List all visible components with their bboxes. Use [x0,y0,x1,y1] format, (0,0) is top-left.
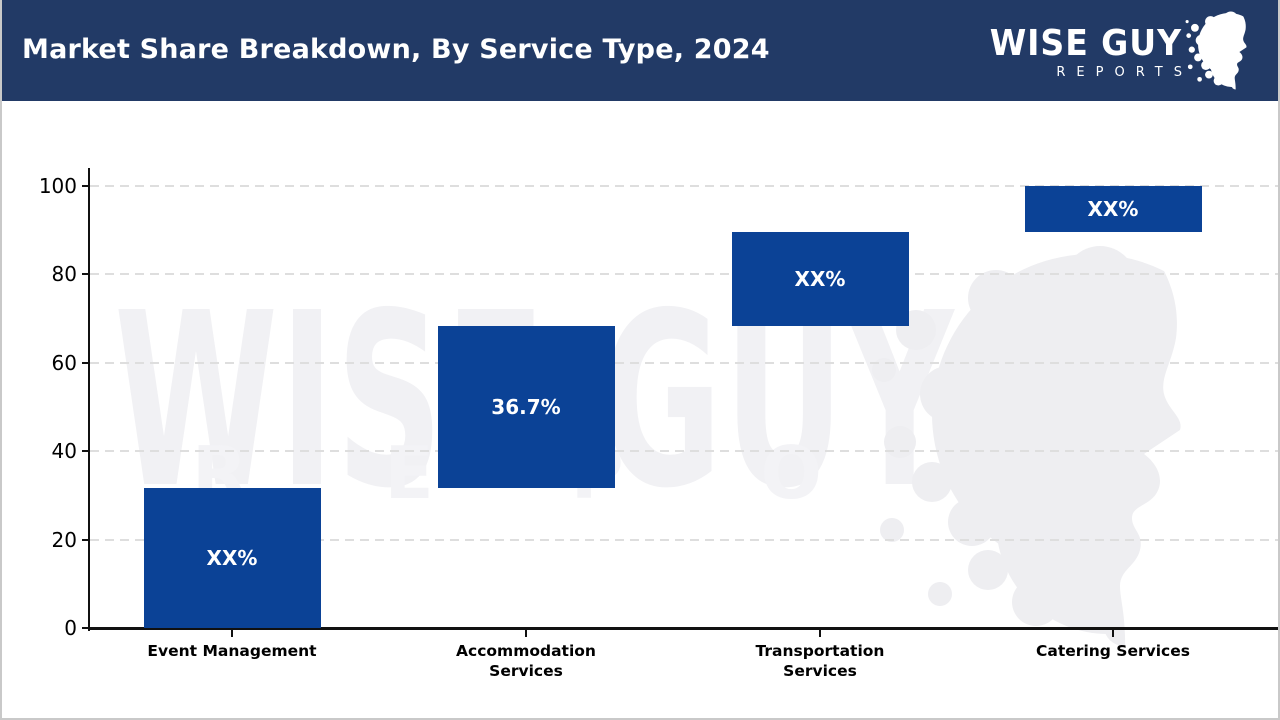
y-axis-line [88,168,90,631]
y-tick-label: 80 [51,262,77,287]
x-tick-mark [1112,630,1114,637]
y-tick-mark [82,627,90,629]
x-category-label: Event Management [147,642,317,660]
y-tick-label: 60 [51,350,77,375]
x-axis-line [88,627,1278,630]
gridline [90,185,1278,187]
y-tick-mark [82,538,90,541]
bar-transportation-services: XX% [731,231,909,326]
brand-name: WISE GUY [989,22,1182,64]
gridline [90,450,1278,453]
y-tick-label: 40 [51,439,77,464]
y-tick-mark [82,450,90,453]
x-tick-mark [525,630,527,637]
y-tick-mark [82,273,90,276]
header: Market Share Breakdown, By Service Type,… [2,0,1278,101]
brand-text: WISE GUY REPORTS [973,22,1182,79]
wise-guy-head-icon [1185,9,1262,95]
gridline [90,273,1278,276]
bar-accommodation-services: 36.7% [437,325,615,488]
bar-event-management: XX% [143,487,321,628]
brand-subtitle: REPORTS [1056,64,1193,80]
y-tick-label: 0 [64,616,77,640]
bar-value-label: XX% [206,545,258,570]
bar-value-label: XX% [1087,196,1139,221]
x-category-label: Transportation Services [755,642,885,680]
y-tick-label: 100 [38,174,77,198]
x-category-label: Catering Services [1036,642,1190,660]
y-tick-mark [82,361,90,364]
x-category-label: Accommodation Services [456,642,596,680]
brand-logo: WISE GUY REPORTS [973,8,1262,96]
gridline [90,361,1278,364]
x-tick-mark [819,630,821,637]
page-title: Market Share Breakdown, By Service Type,… [22,34,770,65]
bar-value-label: XX% [794,266,846,291]
y-tick-mark [82,185,90,187]
y-tick-label: 20 [51,527,77,552]
bar-value-label: 36.7% [491,394,561,419]
x-tick-mark [231,630,233,637]
bar-catering-services: XX% [1024,186,1202,232]
gridline [90,538,1278,541]
